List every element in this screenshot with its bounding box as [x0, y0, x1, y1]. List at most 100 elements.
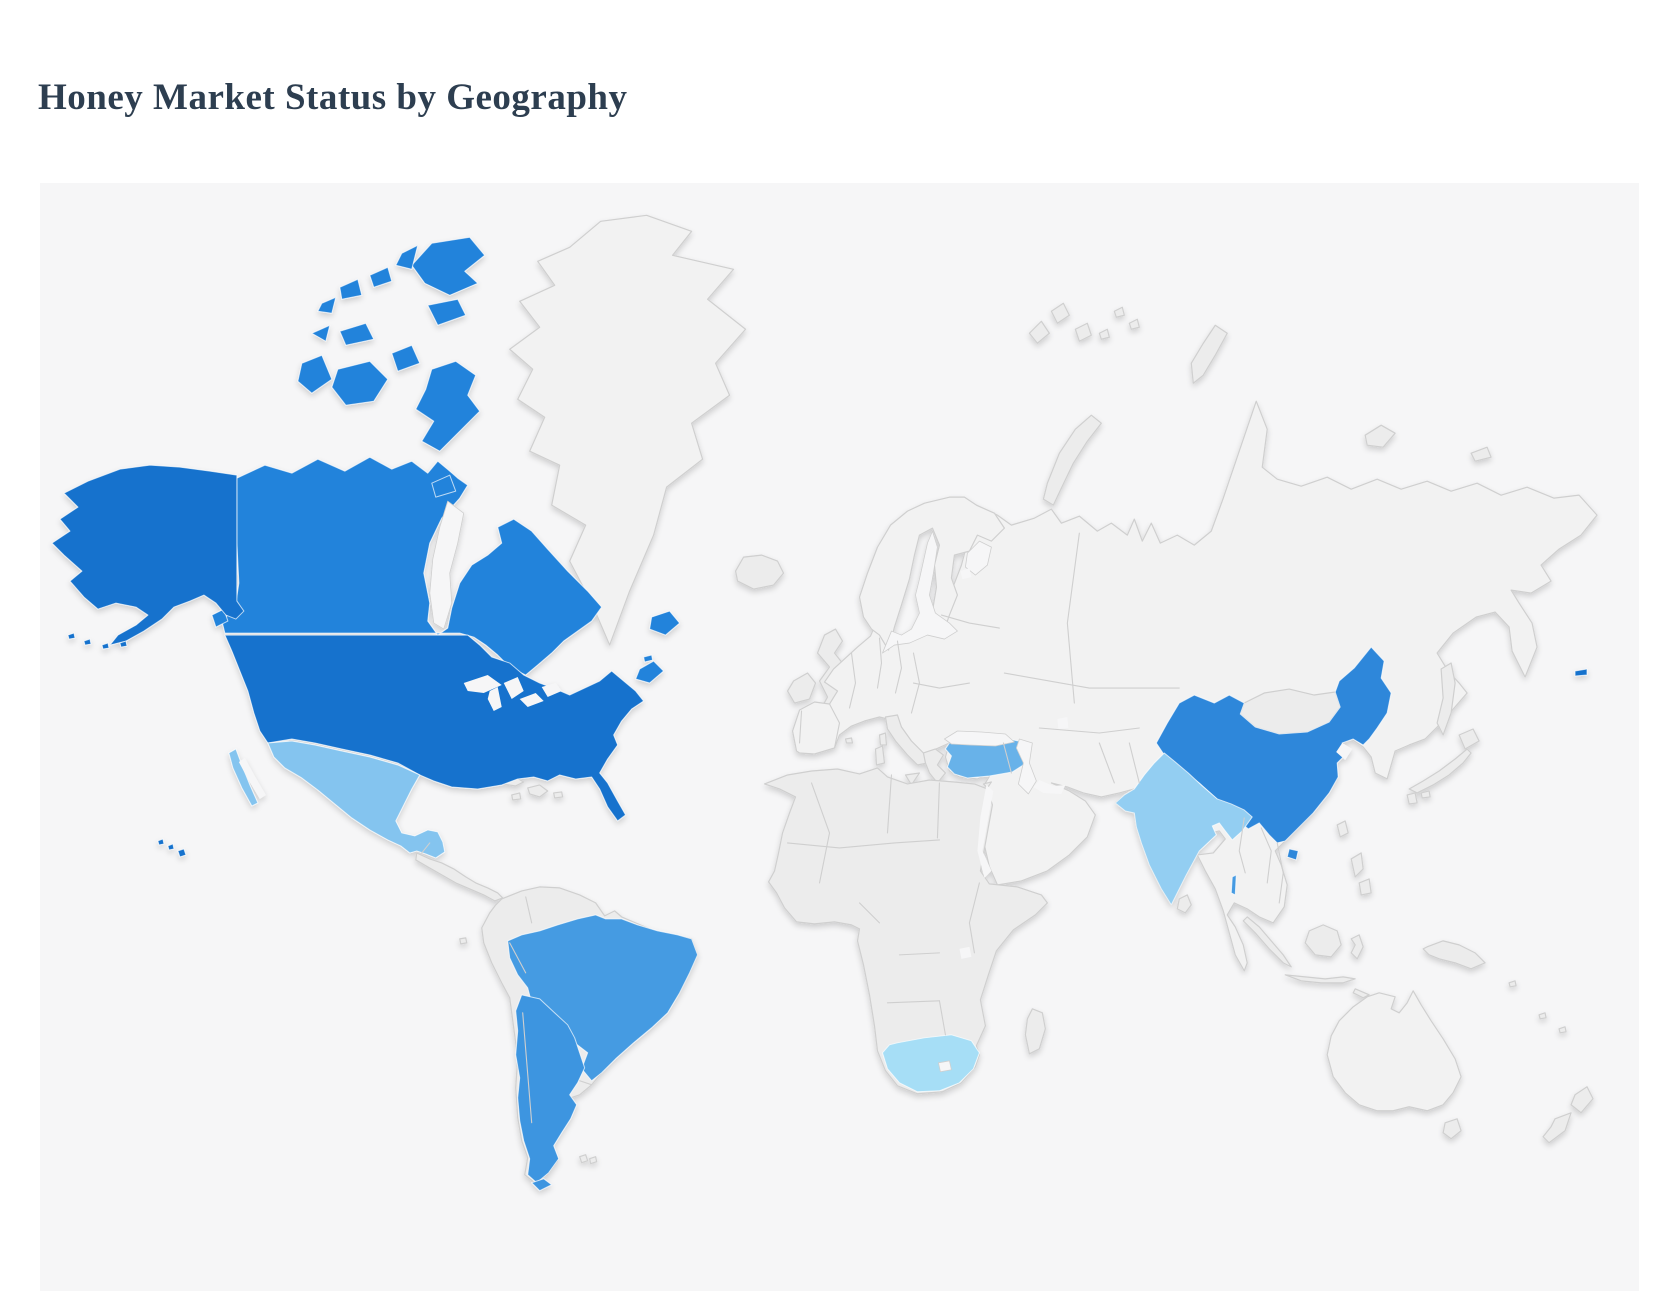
- region-africa: [763, 767, 1048, 1095]
- black-sea: [944, 730, 1015, 747]
- region-tasmania: [1442, 1118, 1462, 1140]
- region-sumatra: [1242, 916, 1292, 968]
- lake-michigan: [487, 687, 502, 712]
- region-galapagos: [459, 937, 468, 945]
- region-franz-josef-3: [1128, 318, 1140, 330]
- region-jamaica: [511, 792, 522, 801]
- region-central-america: [415, 852, 504, 902]
- country-usa-mainland: [224, 634, 645, 822]
- country-canada-axel: [395, 244, 419, 270]
- caspian-sea: [1015, 738, 1037, 795]
- page-title: Honey Market Status by Geography: [38, 77, 628, 118]
- country-canada-qe-island: [369, 266, 393, 288]
- region-new-zealand-north: [1570, 1086, 1594, 1114]
- region-hispaniola: [527, 784, 549, 798]
- region-franz-josef-2: [1113, 306, 1125, 318]
- aral-sea: [1057, 717, 1069, 730]
- country-canada-devon: [427, 298, 467, 326]
- region-svalbard-2: [1050, 302, 1070, 324]
- lake-ontario: [541, 683, 562, 698]
- persian-gulf: [1033, 779, 1066, 794]
- white-sea: [965, 540, 992, 576]
- country-canada-vancouver-island: [211, 608, 229, 628]
- lake-huron: [503, 677, 524, 700]
- country-canada[interactable]: [211, 236, 681, 684]
- country-usa-aleutians: [67, 632, 128, 650]
- country-canada-newfoundland: [649, 610, 681, 636]
- country-argentina[interactable]: [515, 994, 586, 1192]
- map-water-bodies: [238, 500, 1353, 1073]
- region-new-guinea: [1422, 940, 1486, 970]
- country-china-hainan: [1286, 848, 1299, 861]
- lesotho: [938, 1060, 952, 1073]
- lake-erie: [519, 693, 544, 708]
- hudson-bay: [429, 500, 465, 630]
- region-ireland: [786, 672, 817, 704]
- lake-superior: [463, 675, 502, 694]
- region-new-siberian-islands: [1364, 424, 1396, 448]
- red-sea: [977, 784, 994, 878]
- country-argentina-tierra-del-fuego: [531, 1178, 553, 1192]
- region-sakhalin: [1436, 662, 1456, 736]
- region-eurasia: [791, 400, 1598, 972]
- region-cyprus: [982, 781, 993, 789]
- region-mindanao: [1358, 878, 1372, 896]
- world-choropleth-map: [40, 183, 1639, 1291]
- region-hokkaido: [1458, 728, 1480, 750]
- region-greece: [922, 748, 947, 784]
- country-canada-banks: [297, 354, 333, 394]
- region-puerto-rico: [553, 791, 564, 799]
- region-severnaya-zemlya: [1190, 324, 1228, 384]
- gulf-of-california: [238, 757, 266, 799]
- region-novaya-zemlya: [1042, 414, 1102, 506]
- region-svalbard-3: [1074, 322, 1092, 342]
- region-falklands-2: [589, 1156, 598, 1165]
- country-canada-qe-island-3: [317, 296, 337, 314]
- bohai-sea: [1336, 742, 1353, 760]
- region-australia: [1326, 990, 1462, 1112]
- region-scandinavia: [858, 496, 1005, 651]
- country-canada-victoria: [331, 360, 389, 406]
- region-corsica: [878, 732, 888, 746]
- region-sicily: [904, 772, 921, 786]
- country-canada-mainland: [221, 456, 603, 676]
- country-mexico-mainland: [267, 740, 446, 859]
- region-sardinia: [874, 745, 886, 766]
- lake-victoria: [959, 946, 972, 959]
- country-canada-pei: [643, 654, 654, 663]
- country-canada-nova-scotia: [635, 660, 665, 684]
- country-china[interactable]: [1155, 646, 1392, 861]
- region-pacific-islands: [1538, 1012, 1547, 1020]
- country-argentina-mainland: [515, 994, 586, 1184]
- region-falklands: [579, 1154, 589, 1164]
- country-united-states[interactable]: [51, 464, 1588, 858]
- country-china-mainland: [1155, 646, 1392, 844]
- country-borders: [421, 532, 1284, 1124]
- region-sulawesi: [1350, 934, 1364, 960]
- country-south-africa[interactable]: [881, 1034, 980, 1093]
- lake-ladoga: [960, 568, 972, 580]
- region-balearics: [844, 737, 854, 744]
- country-canada-prince-patrick: [311, 324, 331, 342]
- country-india-mainland: [1114, 752, 1253, 906]
- country-canada-southampton: [431, 474, 457, 498]
- region-pacific-islands-2: [1558, 1026, 1567, 1034]
- region-wrangel: [1470, 446, 1492, 462]
- region-borneo: [1304, 924, 1342, 958]
- region-java: [1284, 974, 1356, 984]
- country-canada-qe-island-2: [339, 278, 363, 300]
- country-usa-aleutians-far-east: [1574, 668, 1588, 677]
- region-taiwan: [1336, 820, 1349, 838]
- region-pacific-islands-3: [1508, 980, 1517, 988]
- map-svg: [51, 214, 1598, 1192]
- country-canada-ellesmere: [411, 236, 486, 296]
- country-usa-alaska: [51, 464, 245, 646]
- country-canada-somerset: [391, 344, 421, 372]
- country-india-andaman-islands[interactable]: [1230, 874, 1237, 896]
- region-madagascar: [1024, 1008, 1046, 1055]
- region-iceland: [734, 554, 785, 590]
- region-luzon: [1350, 852, 1364, 878]
- country-india[interactable]: [1114, 752, 1253, 906]
- country-brazil[interactable]: [507, 914, 699, 1082]
